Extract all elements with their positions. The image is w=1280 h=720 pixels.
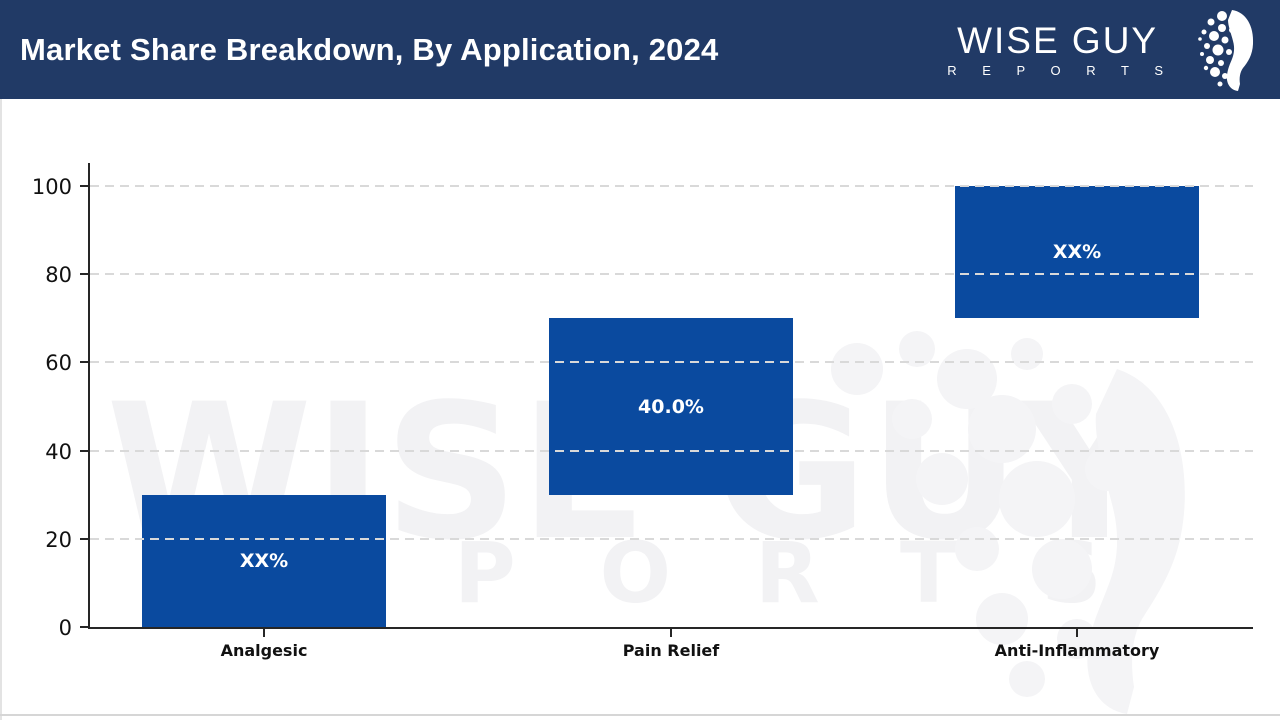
wise-guy-reports-logo: WISE GUY R E P O R T S	[941, 8, 1254, 92]
bottom-divider	[0, 714, 1280, 716]
bar-anti-inflammatory	[955, 186, 1199, 319]
y-tick-label: 20	[45, 527, 72, 552]
category-label-pain-relief: Pain Relief	[622, 641, 720, 660]
category-label-anti-inflammatory: Anti-Inflammatory	[994, 641, 1160, 660]
logo-wordmark: WISE GUY R E P O R T S	[941, 22, 1174, 78]
y-tick-mark	[80, 626, 88, 628]
x-tick-mark	[1076, 629, 1078, 637]
bar-pain-relief	[549, 318, 793, 495]
category-label-analgesic: Analgesic	[220, 641, 308, 660]
watermark-head-icon	[831, 331, 1185, 714]
logo-line1: WISE GUY	[957, 19, 1159, 61]
y-tick-mark	[80, 361, 88, 364]
y-axis-line	[88, 163, 90, 629]
x-tick-mark	[670, 629, 672, 637]
gridline-100	[90, 185, 1253, 187]
y-tick-label: 80	[45, 263, 72, 288]
bar-value-label: XX%	[1052, 241, 1102, 264]
logo-head-icon	[1198, 9, 1254, 91]
y-tick-label: 100	[31, 175, 72, 199]
bar-analgesic	[142, 494, 386, 627]
x-axis-line	[88, 627, 1253, 629]
y-tick-mark	[80, 537, 88, 540]
page-title: Market Share Breakdown, By Application, …	[20, 31, 719, 67]
x-tick-mark	[263, 629, 265, 637]
bar-value-label: 40.0%	[638, 395, 704, 418]
y-tick-mark	[80, 185, 88, 187]
y-tick-label: 40	[45, 439, 72, 464]
header-bar: Market Share Breakdown, By Application, …	[0, 0, 1280, 99]
y-tick-mark	[80, 273, 88, 276]
gridline-40	[90, 449, 1253, 452]
y-tick-label: 0	[58, 616, 72, 640]
bar-value-label: XX%	[239, 549, 289, 572]
gridline-80	[90, 273, 1253, 276]
y-tick-label: 60	[45, 351, 72, 376]
gridline-20	[90, 537, 1253, 540]
gridline-60	[90, 361, 1253, 364]
y-tick-mark	[80, 449, 88, 452]
logo-line2: R E P O R T S	[947, 62, 1174, 78]
